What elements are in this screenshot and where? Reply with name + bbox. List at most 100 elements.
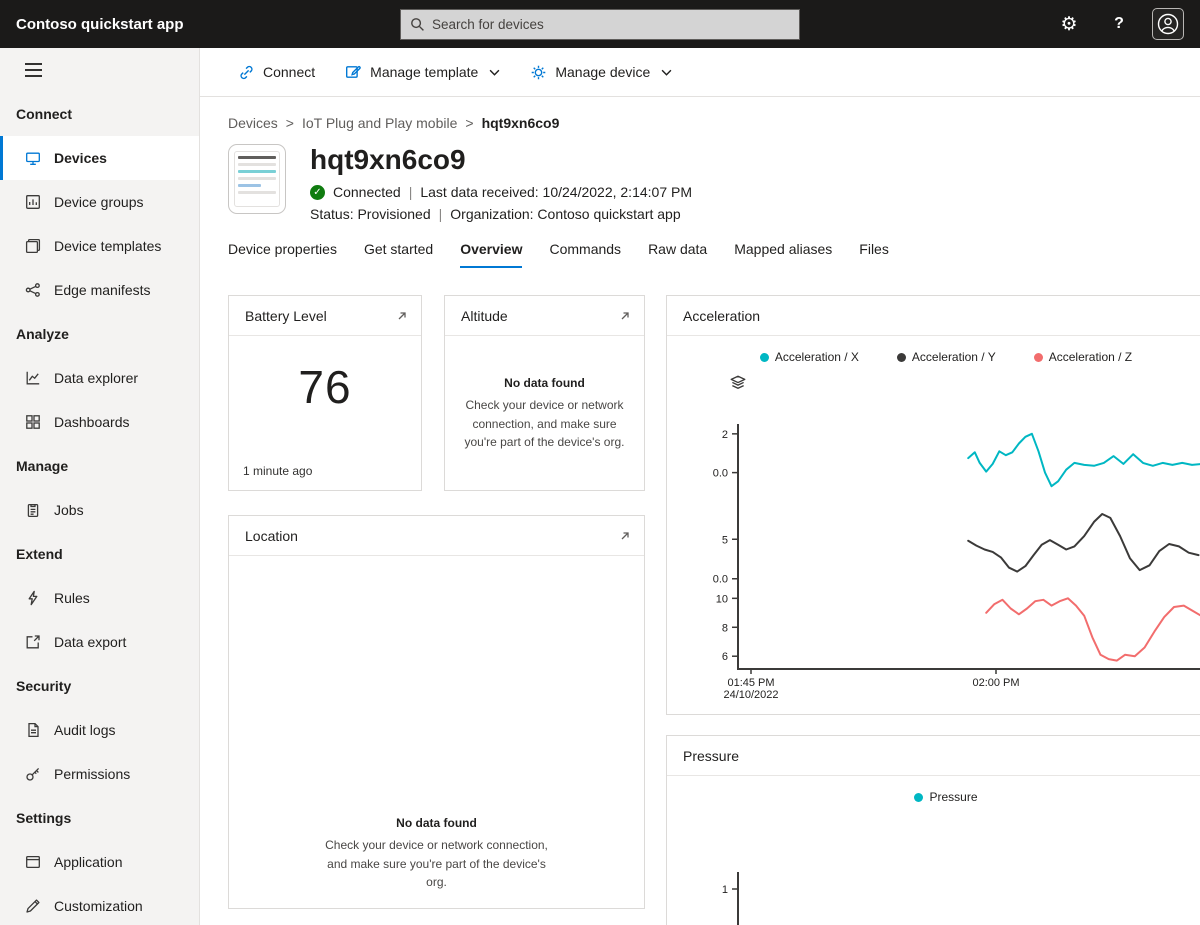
svg-text:10: 10 (716, 593, 728, 605)
battery-level-tile: Battery Level 76 1 minute ago (228, 295, 422, 491)
sidebar-item-label: Device groups (54, 194, 144, 210)
tab-overview[interactable]: Overview (460, 241, 523, 268)
sidebar-item-dashboards[interactable]: Dashboards (0, 400, 199, 444)
connect-button[interactable]: Connect (238, 64, 315, 81)
jobs-icon (25, 502, 41, 518)
tab-commands[interactable]: Commands (549, 241, 622, 257)
layers-icon[interactable] (729, 374, 747, 392)
manage-template-button[interactable]: Manage template (345, 64, 500, 81)
sidebar-item-application[interactable]: Application (0, 840, 199, 884)
device-image (228, 144, 286, 214)
svg-text:1: 1 (722, 884, 728, 896)
expand-icon[interactable] (395, 309, 409, 323)
breadcrumb-separator: > (465, 115, 474, 131)
tab-device-properties[interactable]: Device properties (228, 241, 337, 257)
tile-title: Altitude (461, 307, 508, 324)
sidebar-item-label: Rules (54, 590, 90, 606)
gear-icon: ⚙ (1060, 13, 1078, 35)
expand-icon[interactable] (618, 309, 632, 323)
battery-value: 76 (298, 361, 352, 413)
tiles-area: Battery Level 76 1 minute ago Altitude N… (200, 270, 1200, 925)
device-groups-icon (25, 194, 41, 210)
device-templates-icon (25, 238, 41, 254)
connected-check-icon: ✓ (310, 184, 325, 200)
rules-icon (25, 590, 41, 606)
connection-status: Connected (333, 184, 401, 200)
sidebar-item-device-templates[interactable]: Device templates (0, 224, 199, 268)
tab-files[interactable]: Files (859, 241, 889, 257)
manage-device-button[interactable]: Manage device (530, 64, 672, 81)
series-dot (914, 792, 924, 802)
pressure-plot: 1 (722, 872, 739, 925)
series-dot (759, 352, 769, 362)
sidebar-item-edge-manifests[interactable]: Edge manifests (0, 268, 199, 312)
no-data-title: No data found (396, 816, 477, 831)
device-info: hqt9xn6co9 ✓ Connected | Last data recei… (310, 144, 692, 222)
sidebar-item-customization[interactable]: Customization (0, 884, 199, 925)
sidebar-item-jobs[interactable]: Jobs (0, 488, 199, 532)
legend-label: Acceleration / X (774, 350, 859, 364)
legend-label: Pressure (929, 790, 978, 804)
tab-mapped-aliases[interactable]: Mapped aliases (734, 241, 833, 257)
dashboards-icon (25, 414, 41, 430)
devices-icon (25, 150, 41, 166)
legend-item-acceleration-z[interactable]: Acceleration / Z (1033, 350, 1132, 364)
sidebar-item-rules[interactable]: Rules (0, 576, 199, 620)
tile-title: Acceleration (683, 307, 761, 324)
sidebar-item-label: Edge manifests (54, 282, 151, 298)
account-button[interactable] (1152, 8, 1184, 40)
sidebar-item-label: Data export (54, 634, 127, 650)
tile-header: Location (229, 516, 644, 556)
sidebar-item-permissions[interactable]: Permissions (0, 752, 199, 796)
manage-device-icon (530, 64, 547, 81)
manage-template-label: Manage template (370, 64, 479, 80)
search-icon (410, 17, 425, 32)
manage-device-label: Manage device (555, 64, 651, 80)
no-data-title: No data found (504, 376, 585, 390)
sidebar-item-device-groups[interactable]: Device groups (0, 180, 199, 224)
tile-header: Altitude (445, 296, 644, 336)
tab-raw-data[interactable]: Raw data (648, 241, 708, 257)
sidebar-item-data-export[interactable]: Data export (0, 620, 199, 664)
altitude-tile: Altitude No data found Check your device… (444, 295, 645, 491)
no-data-block: No data found Check your device or netwo… (445, 336, 644, 452)
menu-toggle-button[interactable] (0, 48, 199, 92)
sidebar-item-data-explorer[interactable]: Data explorer (0, 356, 199, 400)
help-button[interactable]: ? (1102, 7, 1136, 41)
sidebar-item-devices[interactable]: Devices (0, 136, 199, 180)
last-data-received: Last data received: 10/24/2022, 2:14:07 … (420, 184, 692, 200)
expand-icon[interactable] (618, 529, 632, 543)
svg-text:2: 2 (722, 429, 728, 441)
sidebar-item-label: Dashboards (54, 414, 130, 430)
chart-legend: Pressure (667, 790, 1200, 804)
settings-gear-button[interactable]: ⚙ (1052, 7, 1086, 41)
legend-item-acceleration-x[interactable]: Acceleration / X (759, 350, 859, 364)
sidebar-header-extend: Extend (16, 546, 63, 562)
legend-item-acceleration-y[interactable]: Acceleration / Y (896, 350, 996, 364)
legend-label: Acceleration / Y (911, 350, 996, 364)
no-data-block: No data found Check your device or netwo… (229, 816, 644, 908)
breadcrumb-devices[interactable]: Devices (228, 115, 278, 131)
sidebar-item-label: Application (54, 854, 123, 870)
sidebar-header-connect: Connect (16, 106, 72, 122)
breadcrumb-device-template[interactable]: IoT Plug and Play mobile (301, 115, 458, 131)
sidebar-item-label: Audit logs (54, 722, 116, 738)
legend-item-pressure[interactable]: Pressure (914, 790, 978, 804)
tile-header: Acceleration (667, 296, 1200, 336)
tab-get-started[interactable]: Get started (363, 241, 434, 257)
acceleration-tile: Acceleration Acceleration / X Accelerati… (666, 295, 1200, 715)
main-content: Connect Manage template Manage device De… (200, 48, 1200, 925)
sidebar-item-audit-logs[interactable]: Audit logs (0, 708, 199, 752)
tab-bar: Device properties Get started Overview C… (200, 241, 1200, 268)
svg-text:6: 6 (722, 651, 728, 663)
connect-label: Connect (263, 64, 316, 80)
sidebar-header-settings: Settings (16, 810, 72, 826)
application-icon (25, 854, 41, 870)
device-status-line: ✓ Connected | Last data received: 10/24/… (310, 184, 692, 200)
tile-title: Location (245, 527, 298, 544)
svg-text:02:00 PM: 02:00 PM (972, 677, 1019, 689)
no-data-message: Check your device or network connection,… (464, 398, 625, 450)
search-input[interactable] (432, 17, 790, 32)
search-box[interactable] (400, 9, 800, 40)
